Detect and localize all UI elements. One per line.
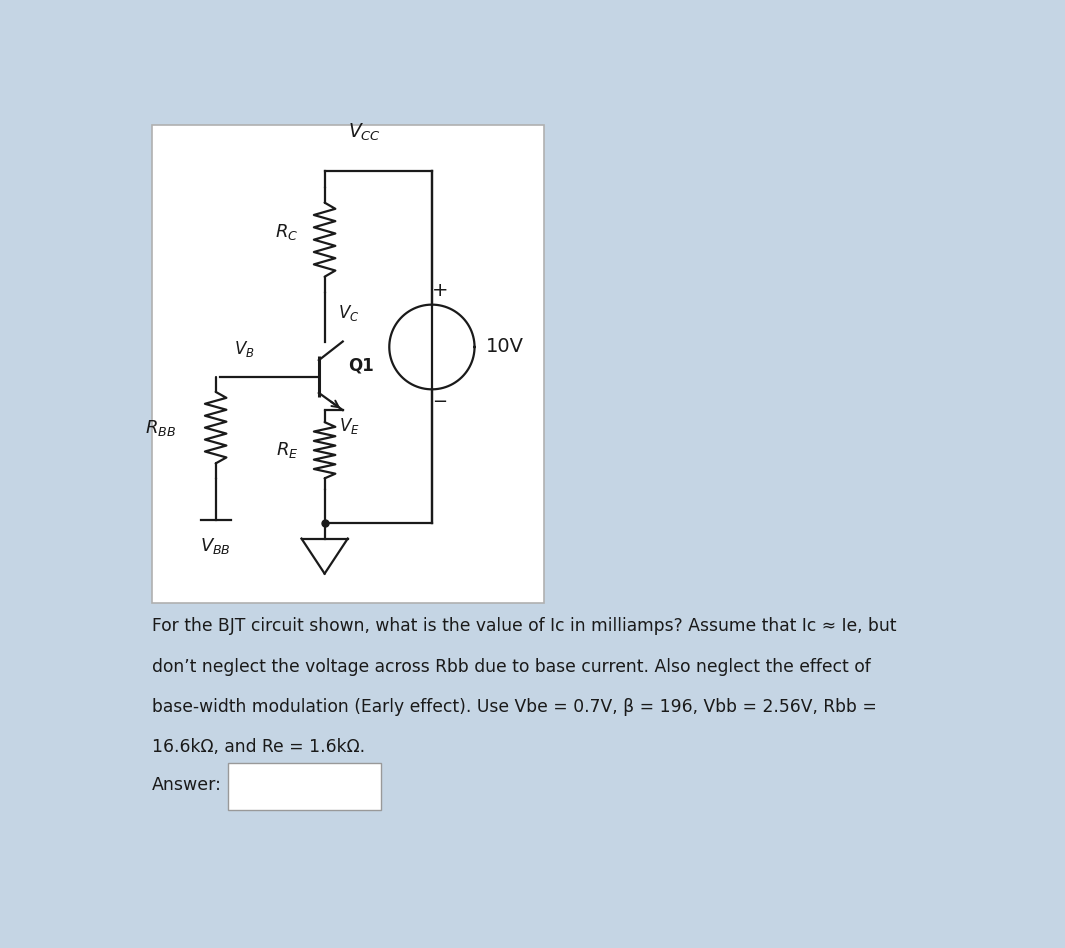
Text: $V_{BB}$: $V_{BB}$	[200, 537, 231, 556]
Text: $R_E$: $R_E$	[276, 440, 298, 461]
Text: $R_C$: $R_C$	[275, 223, 298, 243]
Text: $V_B$: $V_B$	[234, 339, 255, 359]
FancyBboxPatch shape	[152, 125, 544, 603]
Text: Q1: Q1	[347, 356, 374, 374]
FancyBboxPatch shape	[228, 763, 380, 811]
Text: Answer:: Answer:	[152, 776, 222, 794]
Text: 16.6kΩ, and Re = 1.6kΩ.: 16.6kΩ, and Re = 1.6kΩ.	[152, 738, 365, 756]
Text: +: +	[432, 281, 448, 300]
Text: $V_C$: $V_C$	[338, 303, 359, 323]
Text: $R_{BB}$: $R_{BB}$	[145, 418, 176, 438]
Text: don’t neglect the voltage across Rbb due to base current. Also neglect the effec: don’t neglect the voltage across Rbb due…	[152, 658, 871, 676]
Text: −: −	[432, 393, 447, 411]
Text: For the BJT circuit shown, what is the value of Ic in milliamps? Assume that Ic : For the BJT circuit shown, what is the v…	[152, 617, 897, 635]
Text: base-width modulation (Early effect). Use Vbe = 0.7V, β = 196, Vbb = 2.56V, Rbb : base-width modulation (Early effect). Us…	[152, 698, 876, 716]
Text: $V_{CC}$: $V_{CC}$	[347, 121, 381, 143]
Text: 10V: 10V	[486, 337, 524, 356]
Text: $V_E$: $V_E$	[340, 416, 360, 436]
